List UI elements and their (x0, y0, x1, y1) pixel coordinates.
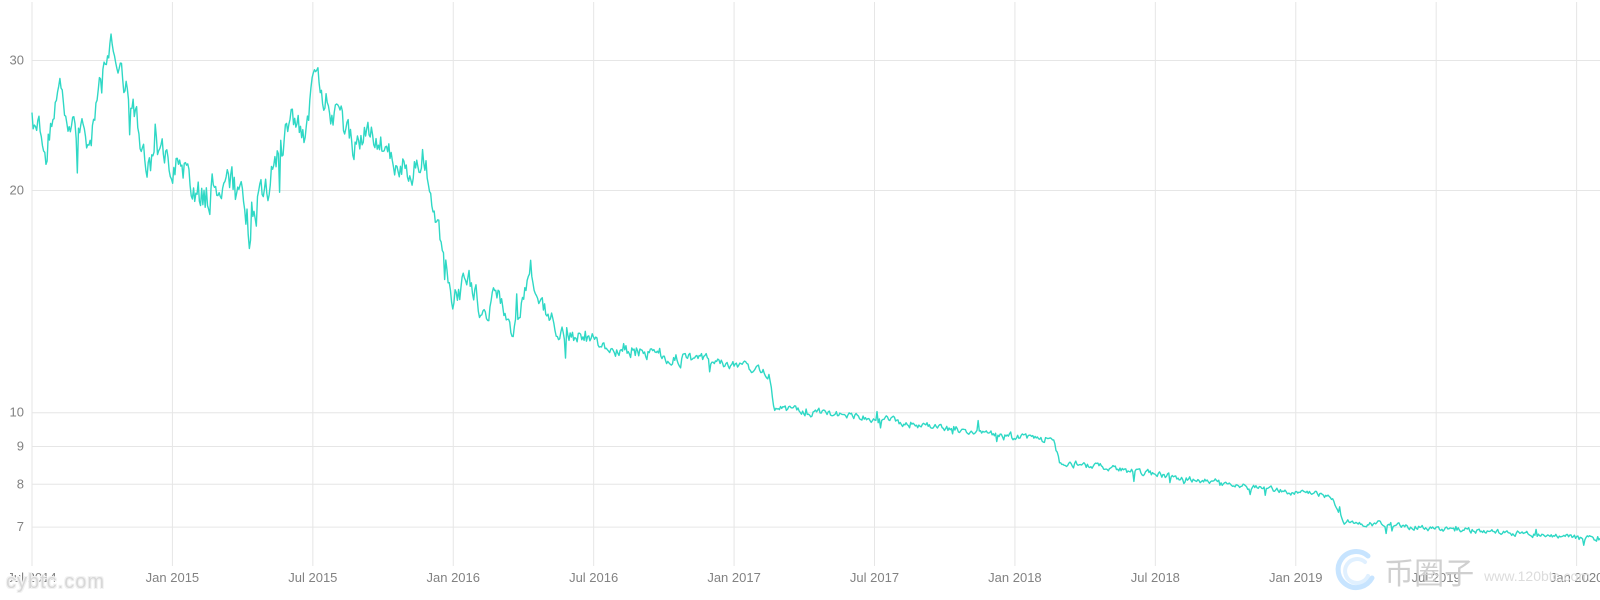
x-tick-label: Jan 2018 (988, 570, 1042, 585)
x-tick-label: Jan 2015 (146, 570, 200, 585)
x-tick-label: Jan 2016 (427, 570, 481, 585)
y-tick-label: 8 (17, 476, 24, 491)
price-chart: 7 8 9 10 20 30 Jul 2014 Jan 2015 Jul 2015 Jan 201… (0, 0, 1600, 600)
y-tick-label: 10 (10, 405, 24, 420)
x-tick-label: Jul 2017 (850, 570, 899, 585)
x-tick-label: Jul 2016 (569, 570, 618, 585)
y-tick-label: 20 (10, 182, 24, 197)
x-tick-label: Jan 2017 (707, 570, 761, 585)
y-tick-label: 7 (17, 519, 24, 534)
y-tick-label: 30 (10, 52, 24, 67)
x-tick-label: Jul 2015 (288, 570, 337, 585)
y-tick-label: 9 (17, 439, 24, 454)
x-tick-label: Jul 2014 (7, 570, 56, 585)
x-tick-label: Jan 2019 (1269, 570, 1323, 585)
x-tick-label: Jul 2019 (1412, 570, 1461, 585)
x-tick-label: Jan 2020 (1550, 570, 1600, 585)
x-tick-label: Jul 2018 (1131, 570, 1180, 585)
